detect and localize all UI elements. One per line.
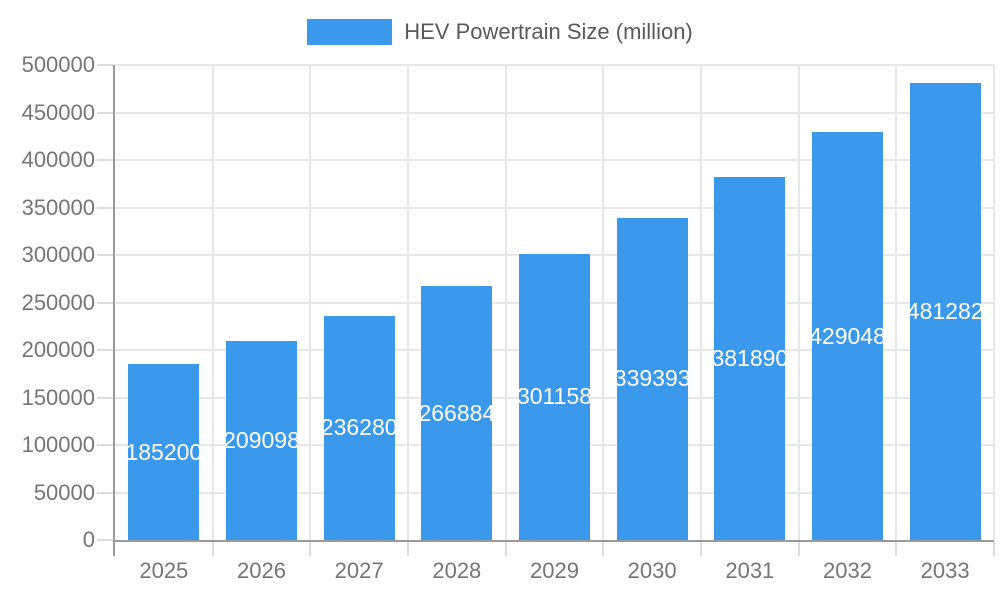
bar[interactable]: 209098 [226, 341, 297, 540]
y-tick [97, 64, 113, 66]
bar-value-label: 381890 [714, 345, 786, 372]
x-tick [700, 542, 702, 556]
x-tick [407, 542, 409, 556]
v-gridline [504, 65, 507, 540]
bar[interactable]: 185200 [128, 364, 200, 540]
x-tick-label: 2030 [627, 558, 677, 583]
bar-value-label: 301158 [519, 383, 590, 410]
v-gridline [309, 65, 312, 540]
y-tick-label: 100000 [21, 432, 95, 457]
y-tick-label: 200000 [21, 337, 95, 362]
bar[interactable]: 429048 [812, 132, 883, 540]
bar[interactable]: 301158 [519, 253, 590, 540]
x-tick-label: 2031 [725, 558, 775, 583]
h-gridline [115, 64, 994, 66]
y-tick [97, 349, 113, 351]
bar-value-label: 429048 [812, 322, 883, 349]
x-tick [211, 542, 214, 556]
y-tick-label: 400000 [21, 147, 95, 172]
bar-value-label: 339393 [616, 365, 688, 392]
y-tick-label: 350000 [21, 194, 95, 220]
h-gridline [115, 206, 994, 209]
x-tick-label: 2025 [139, 558, 189, 583]
y-tick-label: 300000 [21, 242, 95, 267]
y-tick [97, 396, 113, 399]
x-axis-line [113, 540, 994, 542]
y-tick [97, 159, 113, 161]
y-tick-label: 250000 [21, 289, 95, 315]
x-tick-label: 2032 [823, 558, 872, 583]
bar[interactable]: 481282 [909, 82, 981, 540]
legend-label[interactable]: HEV Powertrain Size (million) [404, 19, 693, 44]
bar-value-label: 185200 [128, 438, 200, 465]
x-tick-label: 2027 [334, 558, 384, 583]
x-tick-label: 2033 [920, 558, 970, 583]
legend: HEV Powertrain Size (million) [0, 18, 1000, 46]
x-tick [993, 542, 995, 556]
x-tick-label: 2028 [432, 558, 482, 583]
y-tick [97, 254, 113, 256]
x-tick [309, 542, 312, 556]
y-tick-label: 500000 [21, 52, 95, 77]
bar[interactable]: 236280 [323, 315, 395, 540]
y-tick [97, 539, 113, 541]
bar-value-label: 266884 [421, 399, 493, 426]
v-gridline [895, 65, 898, 540]
x-tick [602, 542, 605, 556]
y-tick-label: 450000 [21, 99, 95, 125]
bar[interactable]: 381890 [714, 177, 786, 540]
y-tick [97, 491, 113, 494]
x-tick [797, 542, 800, 556]
legend-swatch[interactable] [307, 19, 393, 45]
x-tick-label: 2026 [237, 558, 286, 583]
y-tick-label: 50000 [33, 479, 95, 505]
bar[interactable]: 266884 [421, 286, 493, 540]
h-gridline [115, 111, 994, 114]
x-tick-label: 2029 [530, 558, 579, 583]
v-gridline [407, 65, 409, 540]
h-gridline [115, 159, 994, 161]
bar[interactable]: 339393 [616, 217, 688, 540]
y-tick-label: 0 [82, 527, 95, 552]
v-gridline [602, 65, 605, 540]
bar-value-label: 236280 [323, 414, 395, 441]
x-tick [895, 542, 898, 556]
y-tick [97, 111, 113, 114]
v-gridline [211, 65, 214, 540]
y-tick [97, 301, 113, 304]
bar-value-label: 209098 [226, 427, 297, 454]
v-gridline [797, 65, 800, 540]
v-gridline [993, 65, 995, 540]
y-tick [97, 444, 113, 446]
y-tick-label: 150000 [21, 384, 95, 410]
y-axis-line [113, 65, 115, 556]
bar-value-label: 481282 [909, 297, 981, 324]
x-tick [504, 542, 507, 556]
v-gridline [700, 65, 702, 540]
y-tick [97, 206, 113, 209]
